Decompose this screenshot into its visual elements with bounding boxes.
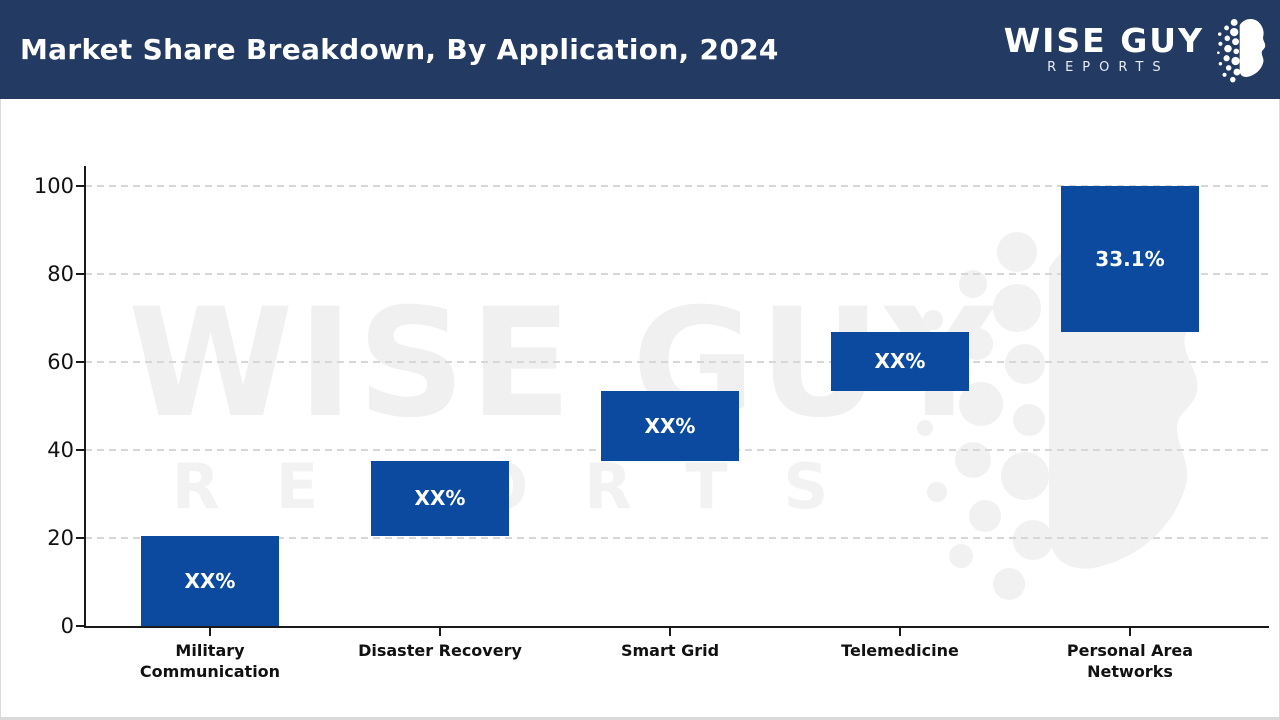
bar-value-label: XX% [644, 413, 696, 438]
header-bar: Market Share Breakdown, By Application, … [0, 0, 1280, 99]
bar-segment [141, 535, 279, 626]
gridline [85, 361, 1268, 363]
y-tick-mark [76, 449, 85, 451]
y-axis-tick-label: 0 [60, 614, 74, 638]
x-category-label: Military Communication [95, 640, 325, 682]
y-tick-mark [76, 361, 85, 363]
x-category-label: Personal Area Networks [1015, 640, 1245, 682]
x-category-label-line: Military [175, 641, 245, 660]
gridline [85, 273, 1268, 275]
bar-value-label: 33.1% [1095, 246, 1165, 271]
y-axis-tick-label: 40 [47, 438, 74, 462]
brand-logo: WISE GUY REPORTS [1004, 12, 1270, 88]
bar-value-label: XX% [184, 568, 236, 593]
y-tick-mark [76, 185, 85, 187]
x-tick-mark [899, 628, 901, 636]
y-axis-tick-label: 60 [47, 350, 74, 374]
bar-value-label: XX% [874, 349, 926, 374]
watermark-tagline: REPORTS [172, 450, 885, 523]
y-axis-tick-label: 80 [47, 262, 74, 286]
x-tick-mark [1129, 628, 1131, 636]
brand-name: WISE GUY [1003, 21, 1204, 60]
x-category-label: Smart Grid [555, 640, 785, 661]
bar-segment [831, 331, 969, 391]
bar-segment [601, 390, 739, 461]
page-title: Market Share Breakdown, By Application, … [20, 33, 779, 66]
x-category-label-line: Networks [1087, 662, 1173, 681]
x-category-label-line: Smart Grid [620, 641, 720, 660]
x-tick-mark [669, 628, 671, 636]
y-axis-tick-label: 100 [33, 174, 74, 198]
y-axis-tick-label: 20 [47, 526, 74, 550]
x-category-label-line: Personal Area [1066, 641, 1194, 660]
x-category-label-line: Disaster Recovery [358, 641, 522, 660]
x-tick-mark [439, 628, 441, 636]
x-category-label-line: Communication [139, 662, 281, 681]
x-category-label-line: Telemedicine [841, 641, 959, 660]
x-tick-mark [209, 628, 211, 636]
y-axis-line [84, 166, 86, 628]
bar-segment [371, 461, 509, 536]
y-tick-mark [76, 273, 85, 275]
gridline [85, 185, 1268, 187]
page-border-left [0, 99, 1, 720]
dotted-face-profile-icon [1216, 18, 1266, 82]
y-tick-mark [76, 625, 85, 627]
x-axis-line [84, 626, 1269, 628]
gridline [85, 537, 1268, 539]
x-category-label: Telemedicine [785, 640, 1015, 661]
x-category-label: Disaster Recovery [325, 640, 555, 661]
bar-segment [1061, 186, 1199, 332]
brand-logo-text: WISE GUY REPORTS [1003, 21, 1204, 76]
y-tick-mark [76, 537, 85, 539]
brand-tagline: REPORTS [1047, 60, 1170, 75]
page-border-bottom [0, 717, 1280, 720]
bar-value-label: XX% [414, 486, 466, 511]
